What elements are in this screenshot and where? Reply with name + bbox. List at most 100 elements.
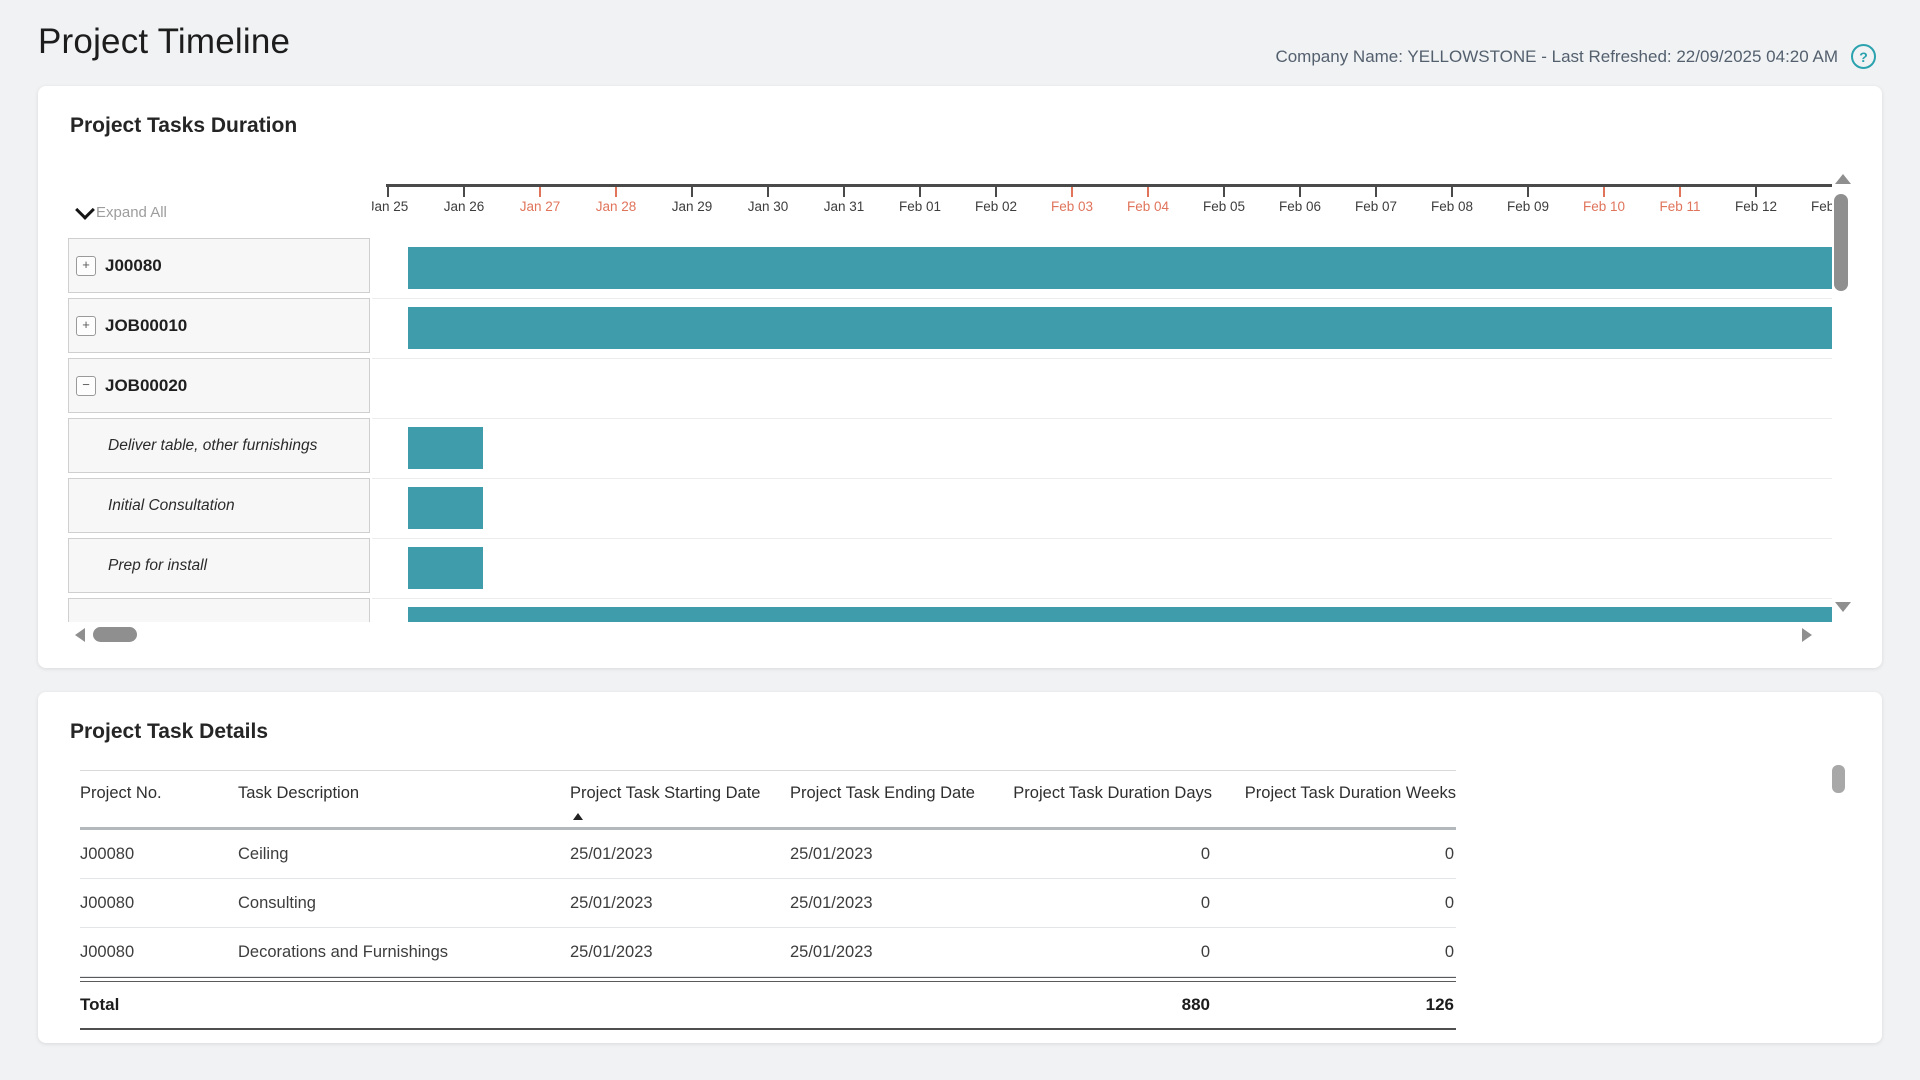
gantt-card: Project Tasks Duration Expand All Jan 25… xyxy=(38,86,1882,668)
scroll-left-arrow[interactable] xyxy=(75,628,85,642)
axis-tick-mark xyxy=(1299,187,1301,197)
row-separator xyxy=(372,598,1832,599)
axis-tick-label: Feb 12 xyxy=(1734,199,1778,214)
axis-tick-label: Feb 10 xyxy=(1582,199,1626,214)
help-icon[interactable]: ? xyxy=(1851,44,1876,69)
vertical-scrollbar-thumb[interactable] xyxy=(1834,194,1848,291)
page-title: Project Timeline xyxy=(38,22,291,61)
axis-tick-mark xyxy=(1755,187,1757,197)
axis-tick-label: Feb 13 xyxy=(1810,199,1832,214)
table-cell: 0 xyxy=(1444,942,1454,961)
gantt-card-title: Project Tasks Duration xyxy=(70,114,298,137)
table-cell: 25/01/2023 xyxy=(570,942,653,961)
gantt-bar[interactable] xyxy=(408,487,483,529)
expand-plus-icon[interactable]: + xyxy=(76,315,96,336)
column-header[interactable]: Project No. xyxy=(80,784,162,802)
row-separator xyxy=(372,358,1832,359)
table-cell: 0 xyxy=(1444,844,1454,863)
axis-tick-label: Feb 07 xyxy=(1354,199,1398,214)
task-row-label[interactable]: − JOB00020 xyxy=(68,358,370,413)
axis-tick-mark xyxy=(1223,187,1225,197)
task-name: Deliver table, other furnishings xyxy=(108,436,318,454)
table-row[interactable]: J00080 Decorations and Furnishings 25/01/2… xyxy=(80,928,1456,977)
gantt-bar[interactable] xyxy=(408,247,1832,289)
table-cell: 0 xyxy=(1200,942,1210,961)
expand-all-label: Expand All xyxy=(96,204,167,221)
axis-tick-label: Jan 30 xyxy=(747,199,789,214)
scroll-up-arrow[interactable] xyxy=(1835,174,1851,184)
table-scrollbar-thumb[interactable] xyxy=(1832,765,1845,793)
axis-tick-mark xyxy=(615,187,617,197)
gantt-bar[interactable] xyxy=(408,547,483,589)
total-value: 880 xyxy=(1181,995,1210,1014)
task-name: Prep for install xyxy=(108,556,208,574)
table-cell: Decorations and Furnishings xyxy=(238,942,449,961)
table-cell: J00080 xyxy=(80,893,135,912)
task-row-label-child[interactable]: Initial Consultation xyxy=(68,478,370,533)
table-cell: 25/01/2023 xyxy=(790,893,873,912)
axis-tick-mark xyxy=(1679,187,1681,197)
expand-all-button[interactable]: Expand All xyxy=(75,199,167,221)
axis-tick-label: Jan 26 xyxy=(443,199,485,214)
task-name: JOB00020 xyxy=(105,375,188,395)
axis-tick-label: Feb 08 xyxy=(1430,199,1474,214)
total-separator-line xyxy=(80,977,1456,982)
table-cell: 0 xyxy=(1200,893,1210,912)
gantt-bar[interactable] xyxy=(408,427,483,469)
axis-tick-mark xyxy=(1603,187,1605,197)
chevron-down-icon xyxy=(75,199,95,220)
scroll-down-arrow[interactable] xyxy=(1835,602,1851,612)
table-cell: Consulting xyxy=(238,893,316,912)
gantt-bar[interactable] xyxy=(408,307,1832,349)
gantt-bar[interactable] xyxy=(408,607,1832,622)
axis-tick-mark xyxy=(1527,187,1529,197)
gantt-task-column: + J00080 + JOB00010 − JOB00020 Deliver table, … xyxy=(68,238,372,622)
column-header[interactable]: Project Task Duration Days xyxy=(1013,784,1212,802)
axis-tick-label: Jan 28 xyxy=(595,199,637,214)
gantt-chart-area xyxy=(372,238,1832,622)
table-cell: J00080 xyxy=(80,844,135,863)
task-row-label[interactable]: + J00080 xyxy=(68,238,370,293)
axis-tick-mark xyxy=(843,187,845,197)
table-row[interactable]: J00080 Ceiling 25/01/2023 25/01/2023 0 0 xyxy=(80,830,1456,879)
column-header[interactable]: Project Task Ending Date xyxy=(790,784,975,802)
expand-plus-icon[interactable]: + xyxy=(76,255,96,276)
axis-tick-mark xyxy=(387,187,389,197)
axis-tick-label: Feb 05 xyxy=(1202,199,1246,214)
table-header-row: Project No. Task Description Project Task … xyxy=(80,770,1456,830)
axis-tick-label: Feb 03 xyxy=(1050,199,1094,214)
axis-tick-mark xyxy=(919,187,921,197)
axis-tick-mark xyxy=(1147,187,1149,197)
table-row[interactable]: J00080 Consulting 25/01/2023 25/01/2023 0 0 xyxy=(80,879,1456,928)
table-cell: 25/01/2023 xyxy=(570,844,653,863)
column-header[interactable]: Project Task Starting Date xyxy=(570,771,790,827)
details-card-title: Project Task Details xyxy=(70,720,269,743)
column-header[interactable]: Task Description xyxy=(238,784,360,802)
axis-tick-label: Feb 06 xyxy=(1278,199,1322,214)
axis-tick-label: Feb 04 xyxy=(1126,199,1170,214)
table-cell: 25/01/2023 xyxy=(570,893,653,912)
task-row-label-child[interactable]: Prep for install xyxy=(68,538,370,593)
horizontal-scrollbar-thumb[interactable] xyxy=(93,627,137,642)
total-value: 126 xyxy=(1425,995,1454,1014)
table-cell: 25/01/2023 xyxy=(790,942,873,961)
column-header[interactable]: Project Task Duration Weeks xyxy=(1244,784,1456,802)
task-name: Initial Consultation xyxy=(108,496,235,514)
axis-tick-mark xyxy=(539,187,541,197)
collapse-minus-icon[interactable]: − xyxy=(76,375,96,396)
task-row-label-child[interactable]: Deliver table, other furnishings xyxy=(68,418,370,473)
scroll-right-arrow[interactable] xyxy=(1802,628,1812,642)
company-refresh-text: Company Name: YELLOWSTONE - Last Refresh… xyxy=(1275,46,1838,66)
axis-tick-label: Jan 27 xyxy=(519,199,561,214)
table-cell: Ceiling xyxy=(238,844,289,863)
row-separator xyxy=(372,538,1832,539)
report-header-info: Company Name: YELLOWSTONE - Last Refresh… xyxy=(1275,44,1876,69)
task-name: JOB00010 xyxy=(105,315,188,335)
axis-tick-label: Jan 29 xyxy=(671,199,713,214)
table-total-row: Total 880 126 xyxy=(80,982,1456,1030)
table-cell: J00080 xyxy=(80,942,135,961)
axis-tick-mark xyxy=(463,187,465,197)
table-cell: 0 xyxy=(1200,844,1210,863)
task-row-label[interactable]: + JOB00010 xyxy=(68,298,370,353)
